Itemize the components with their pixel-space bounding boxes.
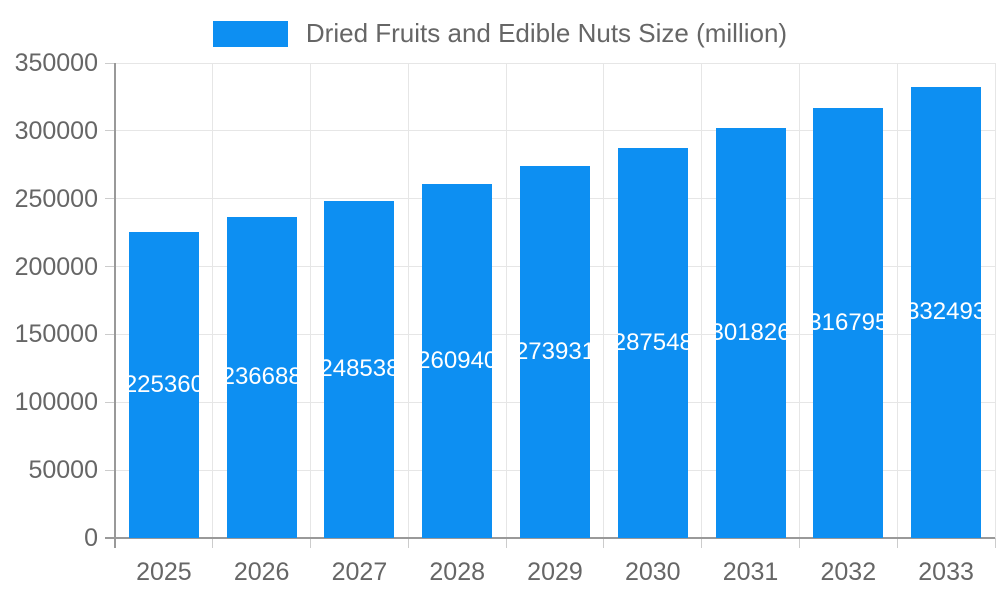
bar-value-label: 260940 [422,346,493,374]
bar-2032[interactable]: 316795 [813,108,884,538]
x-axis-tick [701,538,703,548]
x-gridline [212,63,214,538]
x-axis-category-label: 2033 [918,558,974,586]
y-axis-tick-label: 300000 [14,116,98,145]
bar-value-label: 301826 [715,319,786,347]
y-axis-tick-label: 0 [84,524,98,552]
bar-value-label: 273931 [520,338,590,366]
x-axis-tick [896,538,898,548]
x-axis-tick [505,538,507,548]
y-axis-tick [105,333,115,335]
y-axis-tick [105,401,115,403]
x-axis-category-label: 2028 [429,558,486,586]
bar-2027[interactable]: 248538 [324,200,395,538]
x-gridline [407,63,409,538]
x-axis-category-label: 2032 [820,558,877,586]
y-axis-tick [105,469,115,471]
x-gridline [994,63,996,538]
x-axis-category-label: 2025 [136,558,192,586]
bar-value-label: 287548 [617,328,688,356]
y-axis-tick-label: 250000 [14,184,98,213]
y-axis-tick-label: 150000 [14,320,98,349]
y-axis-tick-label: 50000 [28,456,98,485]
y-axis-tick [105,266,115,268]
x-axis-category-label: 2031 [722,558,779,586]
y-axis-tick [105,130,115,132]
legend-swatch-icon [212,20,288,47]
bar-value-label: 332493 [911,298,982,326]
legend-item-dried-fruits[interactable]: Dried Fruits and Edible Nuts Size (milli… [212,18,788,49]
bar-value-label: 225360 [128,371,199,399]
x-axis-category-label: 2026 [233,558,290,586]
bar-value-label: 248538 [324,355,395,383]
y-axis-tick-label: 350000 [14,49,98,77]
x-axis-category-label: 2030 [624,558,681,586]
x-axis-category-label: 2027 [331,558,388,586]
x-axis-tick [407,538,409,548]
x-gridline [798,63,800,538]
bar-value-label: 316795 [813,309,884,337]
x-axis-line [105,537,995,539]
x-gridline [603,63,605,538]
x-axis-category-label: 2029 [527,558,583,586]
x-axis-tick [603,538,605,548]
x-axis-tick [994,538,996,548]
bar-2033[interactable]: 332493 [911,86,982,538]
x-axis-tick [212,538,214,548]
x-gridline [310,63,312,538]
legend-label: Dried Fruits and Edible Nuts Size (milli… [305,18,788,48]
chart-legend: Dried Fruits and Edible Nuts Size (milli… [0,18,1000,49]
x-gridline [896,63,898,538]
bar-2031[interactable]: 301826 [715,128,786,538]
y-gridline [115,62,995,64]
x-gridline [505,63,507,538]
bar-2030[interactable]: 287548 [617,147,688,538]
bar-2028[interactable]: 260940 [422,183,493,538]
bar-value-label: 236688 [226,363,297,391]
y-gridline [115,130,995,132]
y-axis-tick [105,198,115,200]
x-axis-tick [798,538,800,548]
y-axis-tick-label: 100000 [14,388,98,417]
x-axis-tick [310,538,312,548]
y-axis-line [114,63,116,548]
bar-2026[interactable]: 236688 [226,216,297,538]
x-gridline [701,63,703,538]
bar-2029[interactable]: 273931 [520,166,590,538]
bar-2025[interactable]: 225360 [128,232,199,538]
y-axis-tick [105,62,115,64]
y-axis-tick-label: 200000 [14,252,98,281]
